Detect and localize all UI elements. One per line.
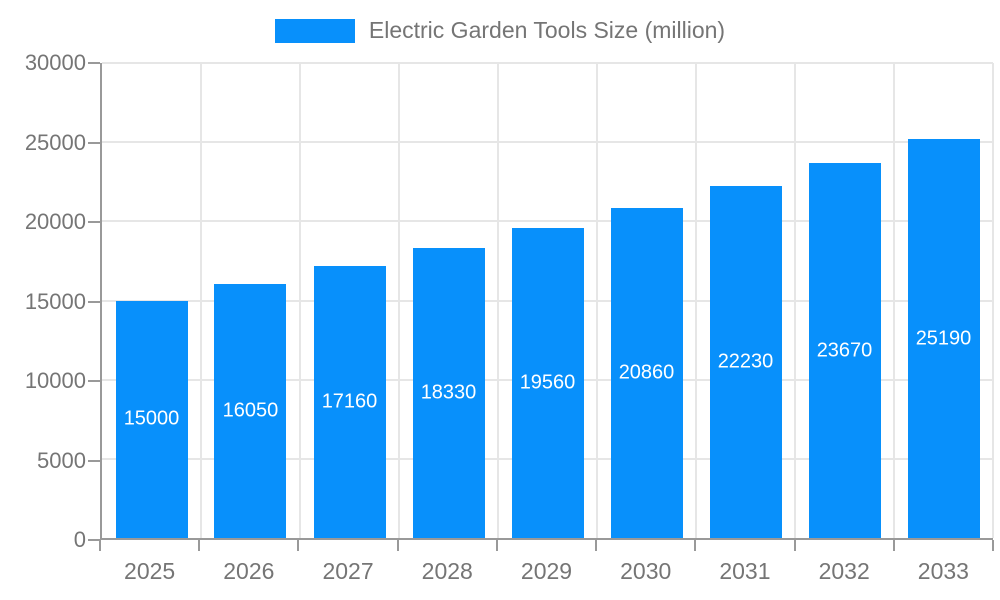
bar[interactable]: 22230 [709, 186, 782, 538]
x-tick-label: 2031 [719, 558, 771, 584]
bar-value-label: 20860 [618, 361, 675, 384]
y-tick-mark [88, 141, 100, 144]
vgrid-line [794, 63, 796, 538]
bar[interactable]: 17160 [313, 266, 386, 538]
hgrid-line [102, 220, 993, 223]
bar[interactable]: 19560 [511, 228, 584, 538]
x-tick-mark [992, 540, 994, 551]
y-tick-mark [88, 300, 100, 303]
plot-area: 15000 16050 17160 18330 19560 20860 22230 23670… [100, 62, 994, 540]
vgrid-line [299, 63, 301, 538]
x-tick-mark [495, 540, 498, 551]
bar-value-label: 16050 [222, 399, 279, 422]
y-axis-labels: 0 5000 10000 15000 20000 25000 30000 [0, 52, 86, 551]
vgrid-line [596, 63, 598, 538]
y-tick-mark [88, 62, 100, 64]
bar-value-label: 25190 [915, 327, 972, 350]
x-axis-labels: 2025 2026 2027 2028 2029 2030 2031 2032 2033 [100, 556, 993, 586]
bar-value-label: 17160 [321, 390, 378, 413]
x-axis-ticks [99, 540, 994, 551]
bar[interactable]: 25190 [907, 139, 980, 538]
x-tick-mark [595, 540, 598, 551]
y-tick-mark [88, 380, 100, 383]
vgrid-line [200, 63, 202, 538]
vgrid-line [992, 63, 994, 538]
y-tick-mark [88, 539, 100, 541]
x-tick-mark [297, 540, 300, 551]
hgrid-line [102, 141, 993, 144]
y-axis-ticks [88, 62, 100, 541]
vgrid-line [893, 63, 895, 538]
hgrid-line [102, 62, 993, 64]
bar[interactable]: 15000 [115, 300, 188, 538]
bar-value-label: 23670 [816, 339, 873, 362]
x-tick-label: 2028 [421, 558, 473, 584]
legend-label: Electric Garden Tools Size (million) [368, 17, 726, 43]
y-tick-label: 30000 [24, 50, 86, 75]
bar-value-label: 18330 [420, 381, 477, 404]
x-tick-mark [396, 540, 399, 551]
x-tick-label: 2033 [917, 558, 969, 584]
x-tick-label: 2029 [520, 558, 573, 584]
x-tick-label: 2027 [322, 558, 374, 584]
x-tick-mark [694, 540, 697, 551]
bar[interactable]: 16050 [214, 283, 287, 538]
bar[interactable]: 20860 [610, 207, 683, 538]
bar[interactable]: 23670 [808, 163, 881, 538]
x-tick-label: 2032 [818, 558, 870, 584]
vgrid-line [497, 63, 499, 538]
x-tick-mark [99, 540, 101, 551]
y-tick-mark [88, 459, 100, 462]
y-tick-label: 25000 [24, 129, 86, 155]
bar-value-label: 15000 [123, 407, 180, 430]
x-tick-mark [198, 540, 201, 551]
x-tick-label: 2030 [620, 558, 672, 584]
bars: 15000 16050 17160 18330 19560 20860 22230 23670… [102, 63, 993, 538]
bar[interactable]: 18330 [412, 247, 485, 538]
x-tick-mark [793, 540, 796, 551]
vgrid-line [397, 63, 400, 538]
legend[interactable]: Electric Garden Tools Size (million) [0, 17, 1000, 44]
legend-swatch-icon [274, 18, 355, 43]
y-tick-mark [88, 221, 100, 224]
x-tick-mark [892, 540, 895, 551]
x-tick-label: 2025 [124, 558, 176, 584]
vgrid-line [694, 63, 697, 538]
x-tick-label: 2026 [223, 558, 275, 584]
y-tick-label: 20000 [24, 209, 86, 235]
y-tick-label: 0 [73, 527, 86, 552]
y-tick-label: 10000 [24, 368, 86, 394]
bar-value-label: 19560 [519, 371, 576, 394]
y-tick-label: 15000 [24, 288, 86, 314]
bar-value-label: 22230 [717, 350, 774, 373]
y-tick-label: 5000 [37, 447, 86, 473]
